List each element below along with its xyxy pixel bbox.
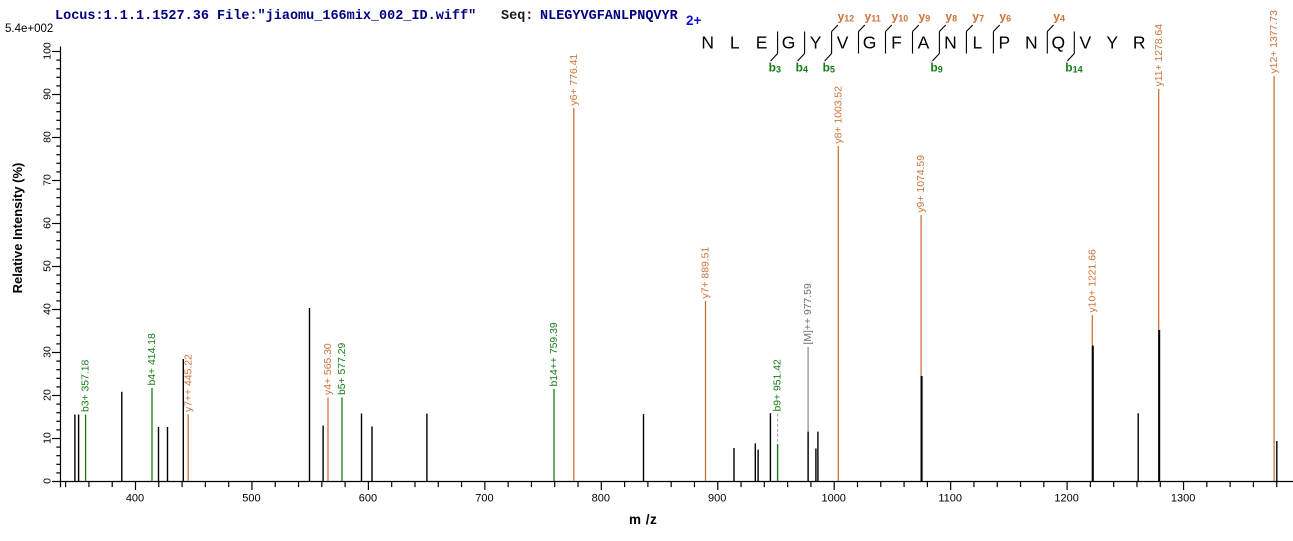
- svg-text:b4: b4: [796, 61, 808, 75]
- svg-text:5.4e+002: 5.4e+002: [5, 23, 53, 35]
- svg-text:V: V: [1079, 33, 1091, 53]
- svg-text:1000: 1000: [821, 493, 845, 505]
- svg-text:NLEGYVGFANLPNQVYR: NLEGYVGFANLPNQVYR: [540, 9, 679, 24]
- svg-text:m /z: m /z: [629, 512, 657, 527]
- svg-text:L: L: [973, 33, 983, 53]
- svg-text:y8: y8: [945, 10, 957, 24]
- svg-text:Q: Q: [1051, 33, 1065, 53]
- svg-text:y7: y7: [972, 10, 984, 24]
- svg-text:10: 10: [42, 432, 54, 444]
- svg-text:Relative Intensity (%): Relative Intensity (%): [10, 163, 25, 294]
- svg-text:y9+ 1074.59: y9+ 1074.59: [916, 155, 927, 213]
- svg-text:800: 800: [592, 493, 610, 505]
- svg-text:V: V: [837, 33, 849, 53]
- svg-text:N: N: [944, 33, 957, 53]
- svg-text:100: 100: [42, 42, 54, 60]
- svg-text:N: N: [701, 33, 714, 53]
- svg-text:y7+ 889.51: y7+ 889.51: [701, 247, 712, 299]
- svg-text:E: E: [756, 33, 768, 53]
- svg-text:Seq:: Seq:: [501, 9, 533, 24]
- svg-text:30: 30: [42, 346, 54, 358]
- svg-text:y9: y9: [919, 10, 931, 24]
- svg-text:y11+ 1278.64: y11+ 1278.64: [1154, 24, 1165, 87]
- svg-text:900: 900: [708, 493, 726, 505]
- svg-text:b3: b3: [769, 61, 781, 75]
- svg-text:1200: 1200: [1054, 493, 1078, 505]
- svg-text:F: F: [891, 33, 902, 53]
- svg-text:L: L: [730, 33, 740, 53]
- svg-text:40: 40: [42, 303, 54, 315]
- svg-text:y12+ 1377.73: y12+ 1377.73: [1269, 10, 1280, 73]
- svg-text:y6: y6: [999, 10, 1011, 24]
- svg-text:50: 50: [42, 260, 54, 272]
- svg-text:600: 600: [359, 493, 377, 505]
- svg-text:b5: b5: [823, 61, 835, 75]
- svg-text:y6+ 776.41: y6+ 776.41: [569, 54, 580, 106]
- svg-text:b4+ 414.18: b4+ 414.18: [147, 333, 158, 386]
- svg-text:70: 70: [42, 174, 54, 186]
- svg-text:700: 700: [475, 493, 493, 505]
- svg-text:G: G: [782, 33, 796, 53]
- svg-text:80: 80: [42, 131, 54, 143]
- svg-text:Locus:1.1.1.1527.36 File:"jiao: Locus:1.1.1.1527.36 File:"jiaomu_166mix_…: [55, 9, 476, 24]
- svg-text:500: 500: [242, 493, 260, 505]
- svg-text:P: P: [999, 33, 1011, 53]
- svg-text:y7++ 445.22: y7++ 445.22: [183, 354, 194, 412]
- svg-text:60: 60: [42, 217, 54, 229]
- svg-text:90: 90: [42, 88, 54, 100]
- svg-text:b9: b9: [930, 61, 942, 75]
- svg-text:b14: b14: [1065, 61, 1082, 75]
- svg-text:y10+ 1221.66: y10+ 1221.66: [1087, 249, 1098, 312]
- svg-text:A: A: [918, 33, 930, 53]
- svg-text:1100: 1100: [938, 493, 962, 505]
- svg-text:y10: y10: [892, 10, 909, 24]
- svg-text:1300: 1300: [1171, 493, 1195, 505]
- svg-text:2+: 2+: [686, 13, 702, 28]
- svg-text:Y: Y: [810, 33, 822, 53]
- svg-text:20: 20: [42, 389, 54, 401]
- svg-text:Y: Y: [1106, 33, 1118, 53]
- svg-text:b9+ 951.42: b9+ 951.42: [773, 359, 784, 412]
- svg-text:0: 0: [42, 478, 54, 484]
- svg-text:[M]++ 977.59: [M]++ 977.59: [803, 283, 814, 344]
- svg-text:N: N: [1025, 33, 1038, 53]
- svg-text:y4+ 565.30: y4+ 565.30: [323, 343, 334, 395]
- svg-text:R: R: [1133, 33, 1146, 53]
- svg-text:400: 400: [126, 493, 144, 505]
- svg-text:y8+ 1003.52: y8+ 1003.52: [833, 86, 844, 144]
- svg-text:b5+ 577.29: b5+ 577.29: [337, 342, 348, 395]
- svg-text:y12: y12: [838, 10, 855, 24]
- svg-text:y11: y11: [865, 10, 881, 24]
- svg-text:G: G: [863, 33, 877, 53]
- svg-text:b14++ 759.39: b14++ 759.39: [549, 322, 560, 386]
- svg-text:b3+ 357.18: b3+ 357.18: [81, 359, 92, 412]
- svg-text:y4: y4: [1053, 10, 1065, 24]
